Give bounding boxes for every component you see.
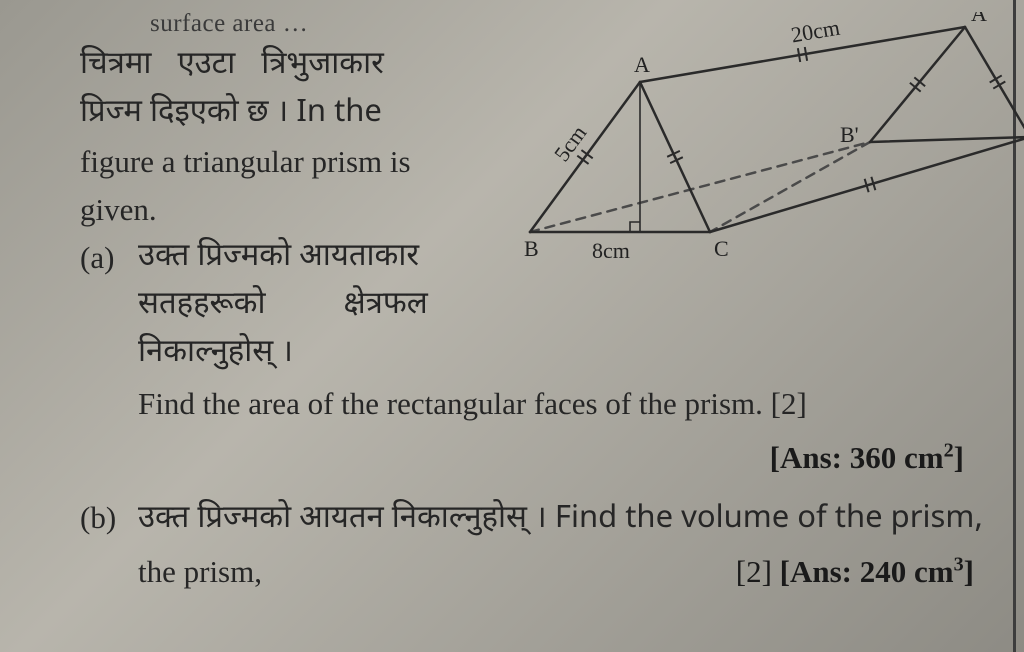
page: surface area … चित्रमा एउटा त्रिभुजाकार … [0,0,1024,652]
part-b-marks: [2] [736,554,772,589]
intro-line-4: given. [80,186,510,234]
svg-text:A: A [634,52,650,77]
intro-line-1: चित्रमा एउटा त्रिभुजाकार [80,42,510,90]
part-a-dv-3: निकाल्नुहोस् । [138,330,984,378]
intro-block: चित्रमा एउटा त्रिभुजाकार प्रिज्म दिइएको … [80,42,984,234]
part-b-label: (b) [80,494,138,596]
intro-line-3: figure a triangular prism is [80,138,510,186]
prism-diagram: BCAA'B'C'5cm8cm20cm [510,12,1024,272]
intro-text: चित्रमा एउटा त्रिभुजाकार प्रिज्म दिइएको … [80,42,510,234]
part-b-answer: [2] [Ans: 240 cm3] [736,548,984,596]
svg-text:5cm: 5cm [549,121,592,166]
svg-text:B: B [524,236,539,261]
svg-text:C: C [714,236,729,261]
part-a-answer: [Ans: 360 cm2] [80,434,984,482]
intro-line-2: प्रिज्म दिइएको छ । In the [80,90,510,138]
svg-text:20cm: 20cm [789,15,841,48]
svg-text:8cm: 8cm [592,238,630,263]
part-b: (b) उक्त प्रिज्मको आयतन निकाल्नुहोस् । F… [80,494,984,596]
part-b-prism-word: the prism, [138,549,716,596]
part-a-label: (a) [80,234,138,428]
svg-text:B': B' [840,122,859,147]
part-b-text: उक्त प्रिज्मको आयतन निकाल्नुहोस् । Find … [138,499,983,540]
svg-text:A': A' [971,12,991,26]
part-a-dv-2: सतहहरूको क्षेत्रफल [138,282,984,330]
part-a-en-text: Find the area of the rectangular faces o… [138,386,763,421]
part-a-marks: [2] [771,386,807,421]
part-a-english: Find the area of the rectangular faces o… [138,380,984,428]
